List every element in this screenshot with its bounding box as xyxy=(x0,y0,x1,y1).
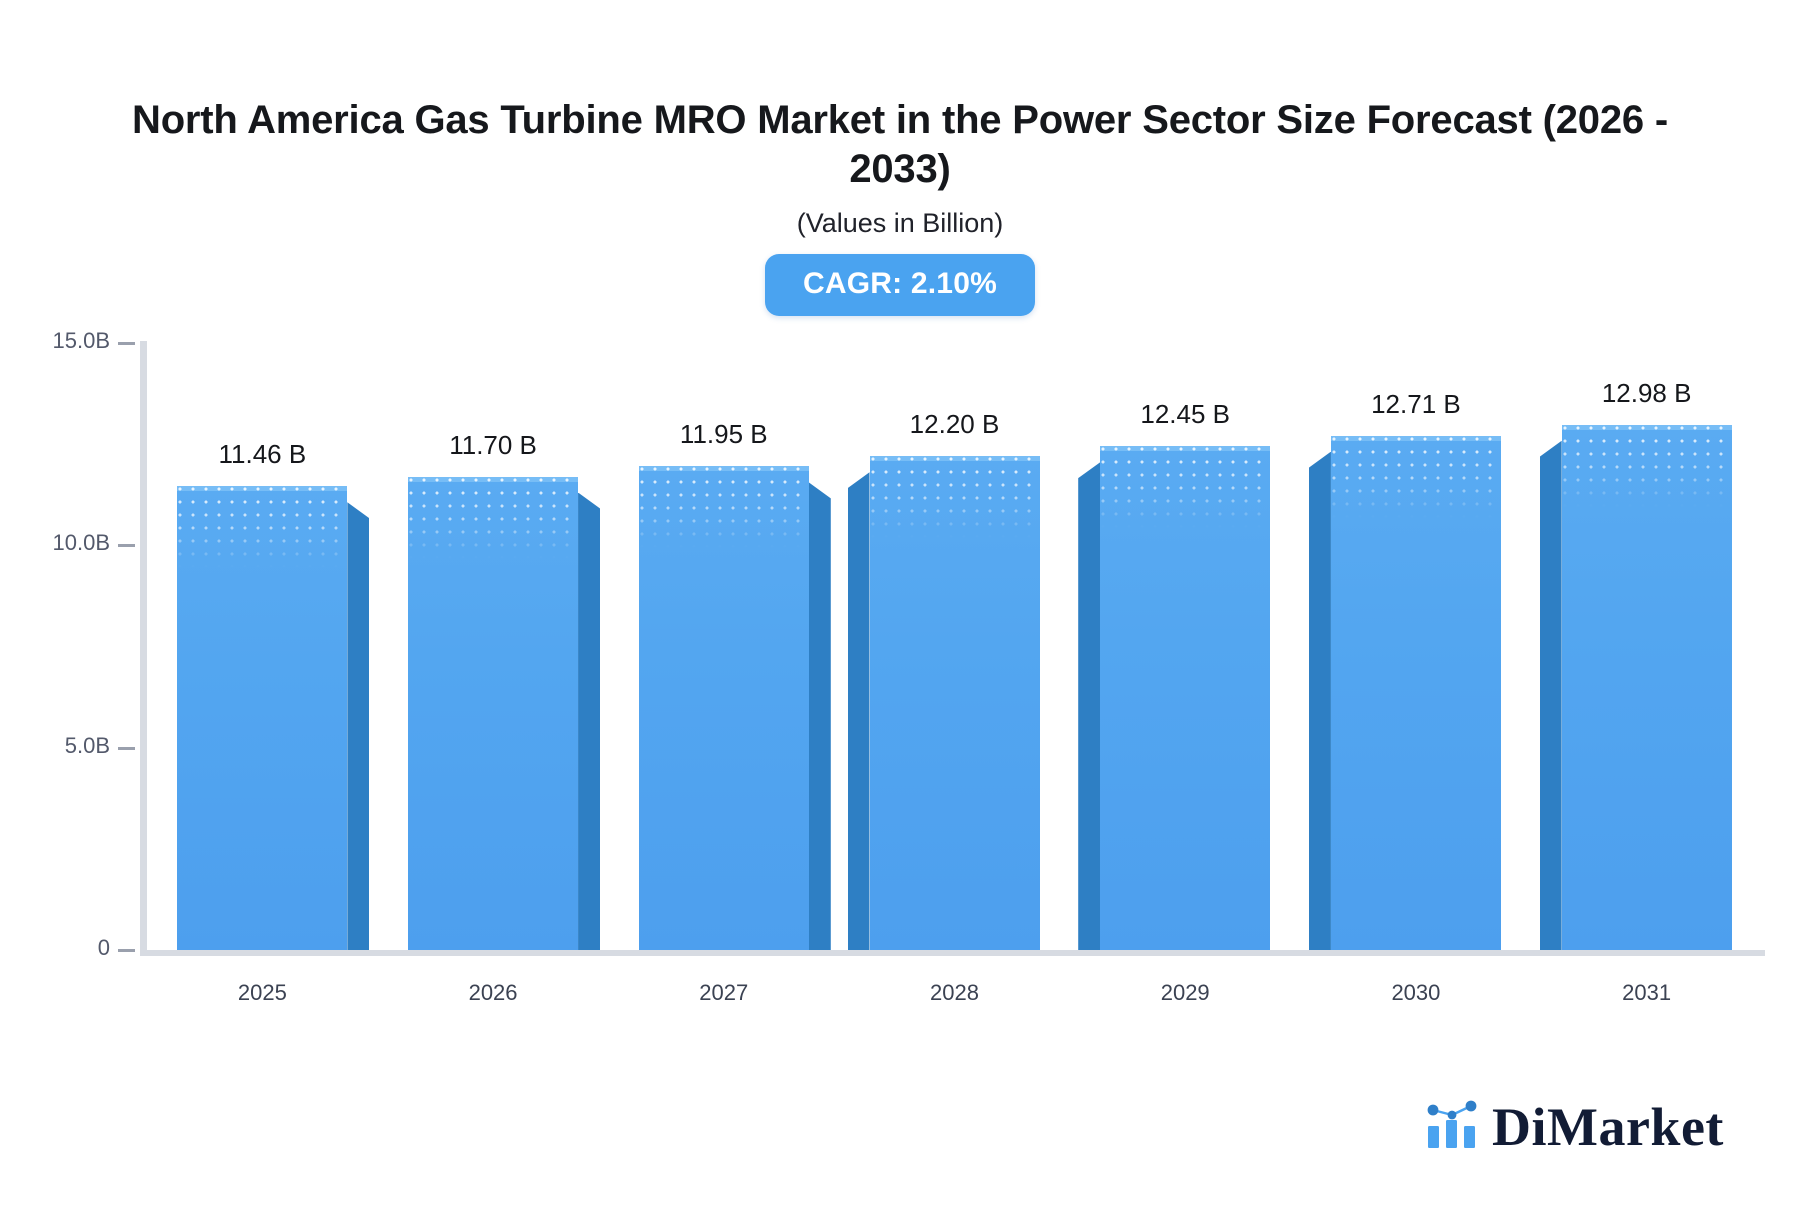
bar-side-face xyxy=(347,502,370,950)
bar-value-label: 11.95 B xyxy=(679,419,768,450)
y-axis-label: 10.0B xyxy=(52,530,111,556)
bar-side-face xyxy=(578,492,601,950)
bar-value-label: 12.45 B xyxy=(1140,399,1231,430)
bar-2028[interactable] xyxy=(847,456,1040,950)
bar-front-face xyxy=(1100,446,1271,950)
bar-2030[interactable] xyxy=(1308,435,1501,950)
y-axis-line xyxy=(140,341,147,953)
x-axis-label: 2030 xyxy=(1391,980,1441,1005)
bar-2031[interactable] xyxy=(1539,424,1732,950)
bar-value-label: 12.71 B xyxy=(1371,388,1461,419)
bar-texture xyxy=(408,476,579,559)
brand-logo: DiMarket xyxy=(1425,1098,1724,1155)
bar-side-face xyxy=(1308,451,1331,950)
bar-front-face xyxy=(408,476,579,950)
bar-texture xyxy=(177,486,348,569)
bar-value-label: 11.70 B xyxy=(449,429,537,460)
bar-value-label: 12.98 B xyxy=(1601,377,1692,408)
y-axis-tick xyxy=(118,544,135,548)
x-axis-line xyxy=(140,950,1765,956)
x-axis-label: 2025 xyxy=(237,980,287,1005)
x-axis-label: 2029 xyxy=(1160,980,1210,1005)
cagr-badge: CAGR: 2.10% xyxy=(765,254,1035,316)
bar-side-face xyxy=(847,472,870,950)
bar-chart-icon xyxy=(1425,1098,1481,1155)
x-axis-label: 2028 xyxy=(930,980,979,1005)
bar-front-face xyxy=(1561,424,1732,950)
y-axis-tick xyxy=(118,949,135,952)
bar-front-face xyxy=(1330,435,1501,950)
bar-2025[interactable] xyxy=(177,486,370,950)
bar-texture xyxy=(869,456,1040,539)
bar-2029[interactable] xyxy=(1078,446,1271,950)
bar-side-face xyxy=(1078,462,1101,950)
logo-text: DiMarket xyxy=(1492,1096,1724,1157)
chart-subtitle: (Values in Billion) xyxy=(796,207,1004,238)
y-axis-label: 0 xyxy=(97,935,110,960)
bar-2026[interactable] xyxy=(408,476,601,950)
bar-side-face xyxy=(808,482,831,950)
bar-texture xyxy=(1100,446,1271,529)
x-axis-label: 2031 xyxy=(1622,980,1672,1005)
x-axis-label: 2026 xyxy=(468,980,518,1005)
title-block: North America Gas Turbine MRO Market in … xyxy=(120,96,1680,239)
x-axis-label: 2027 xyxy=(699,980,749,1005)
bar-value-label: 11.46 B xyxy=(218,439,307,470)
bar-front-face xyxy=(177,486,348,950)
bar-front-face xyxy=(869,456,1040,950)
page-title: North America Gas Turbine MRO Market in … xyxy=(132,98,1668,191)
bar-side-face xyxy=(1539,440,1562,950)
y-axis-label: 5.0B xyxy=(64,732,110,758)
bar-value-label: 12.20 B xyxy=(909,409,1000,440)
bar-texture xyxy=(1330,435,1501,518)
bar-front-face xyxy=(638,466,809,950)
bar-2027[interactable] xyxy=(638,466,831,950)
y-axis-label: 15.0B xyxy=(52,328,111,353)
cagr-badge-wrapper: CAGR: 2.10% xyxy=(0,254,1800,316)
y-axis-tick xyxy=(118,342,135,345)
y-axis-tick xyxy=(118,746,135,750)
bar-texture xyxy=(1561,424,1732,507)
bar-texture xyxy=(638,466,809,549)
